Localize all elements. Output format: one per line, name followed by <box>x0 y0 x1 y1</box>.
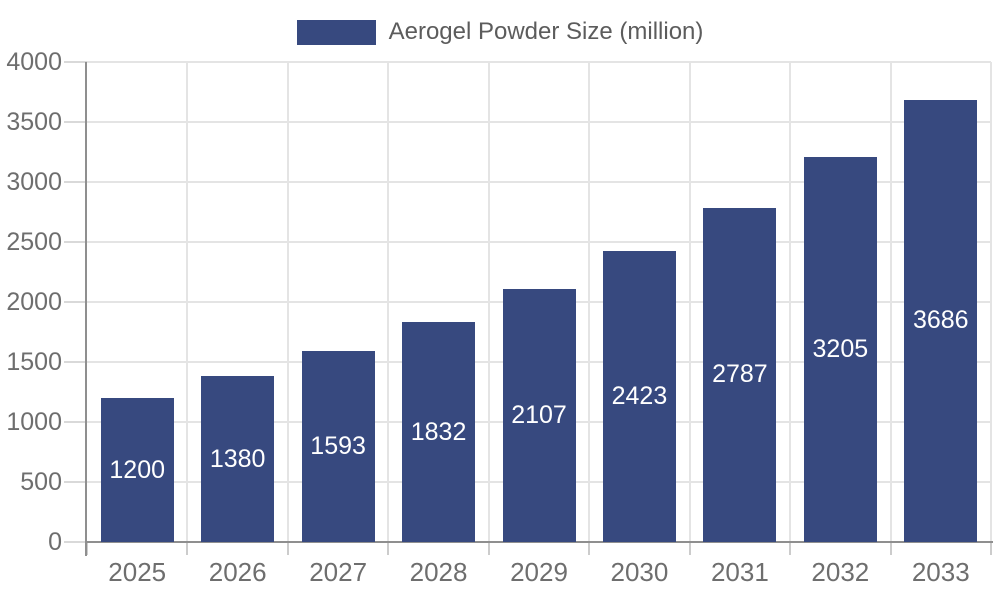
bar-value-label: 2787 <box>712 360 768 389</box>
h-gridline <box>87 241 991 243</box>
h-gridline <box>87 181 991 183</box>
y-tick-mark <box>64 481 87 483</box>
bar: 1200 <box>100 398 174 542</box>
x-tick-label: 2025 <box>108 557 167 587</box>
y-tick-label: 2500 <box>6 228 62 256</box>
bar: 1832 <box>402 322 476 542</box>
x-tick-mark <box>286 542 289 555</box>
legend: Aerogel Powder Size (million) <box>0 18 1000 46</box>
x-tick-mark <box>186 542 189 555</box>
bar-value-label: 3686 <box>912 306 969 335</box>
y-tick-label: 2000 <box>6 288 62 316</box>
x-tick-label: 2031 <box>710 557 769 587</box>
x-tick-label: 2028 <box>409 557 468 587</box>
bar: 3205 <box>803 157 877 542</box>
y-tick-mark <box>64 421 87 423</box>
x-tick-mark <box>387 542 390 555</box>
y-tick-label: 0 <box>48 528 62 556</box>
v-gridline <box>588 62 591 542</box>
x-tick-label: 2032 <box>811 557 870 587</box>
bar-value-label: 1593 <box>310 431 366 460</box>
y-tick-label: 1000 <box>6 408 62 436</box>
legend-label: Aerogel Powder Size (million) <box>388 18 704 45</box>
bar-value-label: 1832 <box>410 417 467 446</box>
y-tick-label: 3000 <box>6 168 62 196</box>
x-tick-label: 2027 <box>309 557 368 587</box>
h-gridline <box>87 121 991 123</box>
v-gridline <box>387 62 390 542</box>
y-tick-mark <box>64 541 87 543</box>
bar-value-label: 3205 <box>812 335 869 364</box>
bar: 2107 <box>502 289 576 542</box>
y-tick-label: 1500 <box>6 348 62 376</box>
v-gridline <box>286 62 289 542</box>
y-tick-label: 500 <box>20 468 62 496</box>
y-tick-mark <box>64 241 87 243</box>
x-tick-mark <box>86 542 88 555</box>
bar: 1380 <box>201 376 275 542</box>
v-gridline <box>186 62 189 542</box>
bar-value-label: 2107 <box>511 401 567 430</box>
bar: 1593 <box>301 350 375 542</box>
y-tick-mark <box>64 61 87 63</box>
v-gridline <box>990 62 992 542</box>
v-gridline <box>789 62 792 542</box>
v-gridline <box>487 62 490 542</box>
x-tick-label: 2033 <box>911 557 970 587</box>
x-tick-label: 2029 <box>510 557 568 587</box>
x-tick-mark <box>588 542 591 555</box>
h-gridline <box>87 61 991 63</box>
y-tick-mark <box>64 181 87 183</box>
x-tick-mark <box>889 542 892 555</box>
x-axis-line <box>85 541 993 543</box>
x-tick-label: 2026 <box>208 557 267 587</box>
bar: 2423 <box>602 251 676 542</box>
x-tick-label: 2030 <box>610 557 669 587</box>
y-axis-line <box>85 62 87 556</box>
x-tick-mark <box>688 542 691 555</box>
bar: 2787 <box>703 207 777 542</box>
v-gridline <box>889 62 892 542</box>
bar-value-label: 1200 <box>109 455 166 484</box>
y-tick-mark <box>64 121 87 123</box>
x-tick-mark <box>990 542 992 555</box>
y-tick-mark <box>64 361 87 363</box>
x-tick-mark <box>487 542 490 555</box>
bar-value-label: 1380 <box>209 444 266 473</box>
y-tick-label: 4000 <box>6 48 62 76</box>
legend-swatch <box>296 19 376 45</box>
bar: 3686 <box>904 99 978 542</box>
y-tick-label: 3500 <box>6 108 62 136</box>
x-tick-mark <box>789 542 792 555</box>
bar-value-label: 2423 <box>611 382 668 411</box>
v-gridline <box>688 62 691 542</box>
y-tick-mark <box>64 301 87 303</box>
